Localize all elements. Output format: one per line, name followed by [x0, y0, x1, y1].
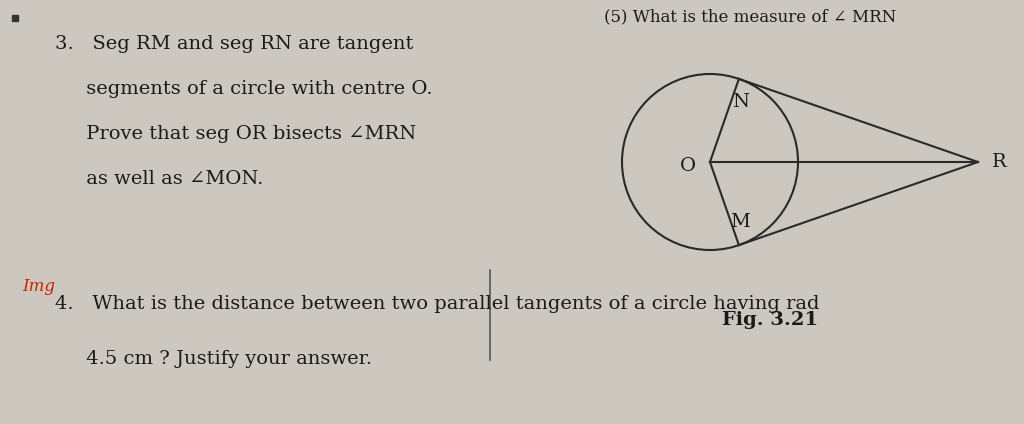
Text: M: M: [730, 213, 750, 231]
Text: Prove that seg OR bisects ∠MRN: Prove that seg OR bisects ∠MRN: [55, 125, 416, 143]
Text: O: O: [680, 157, 696, 175]
Text: N: N: [732, 93, 750, 111]
Text: 4.5 cm ? Justify your answer.: 4.5 cm ? Justify your answer.: [55, 350, 372, 368]
Text: 3.   Seg RM and seg RN are tangent: 3. Seg RM and seg RN are tangent: [55, 35, 414, 53]
Text: R: R: [992, 153, 1007, 171]
Text: (5) What is the measure of ∠ MRN: (5) What is the measure of ∠ MRN: [604, 8, 896, 25]
Text: Fig. 3.21: Fig. 3.21: [722, 311, 818, 329]
Text: as well as ∠MON.: as well as ∠MON.: [55, 170, 263, 188]
Text: 4.   What is the distance between two parallel tangents of a circle having rad: 4. What is the distance between two para…: [55, 295, 819, 313]
Text: segments of a circle with centre O.: segments of a circle with centre O.: [55, 80, 432, 98]
Text: Img: Img: [22, 278, 55, 295]
